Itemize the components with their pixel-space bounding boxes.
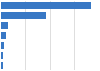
Bar (1, 62, 3, 69)
Bar (1, 2, 91, 9)
Bar (1, 52, 3, 59)
Bar (1, 22, 8, 29)
Bar (1, 12, 46, 19)
Bar (1, 42, 4, 49)
Bar (1, 32, 6, 39)
